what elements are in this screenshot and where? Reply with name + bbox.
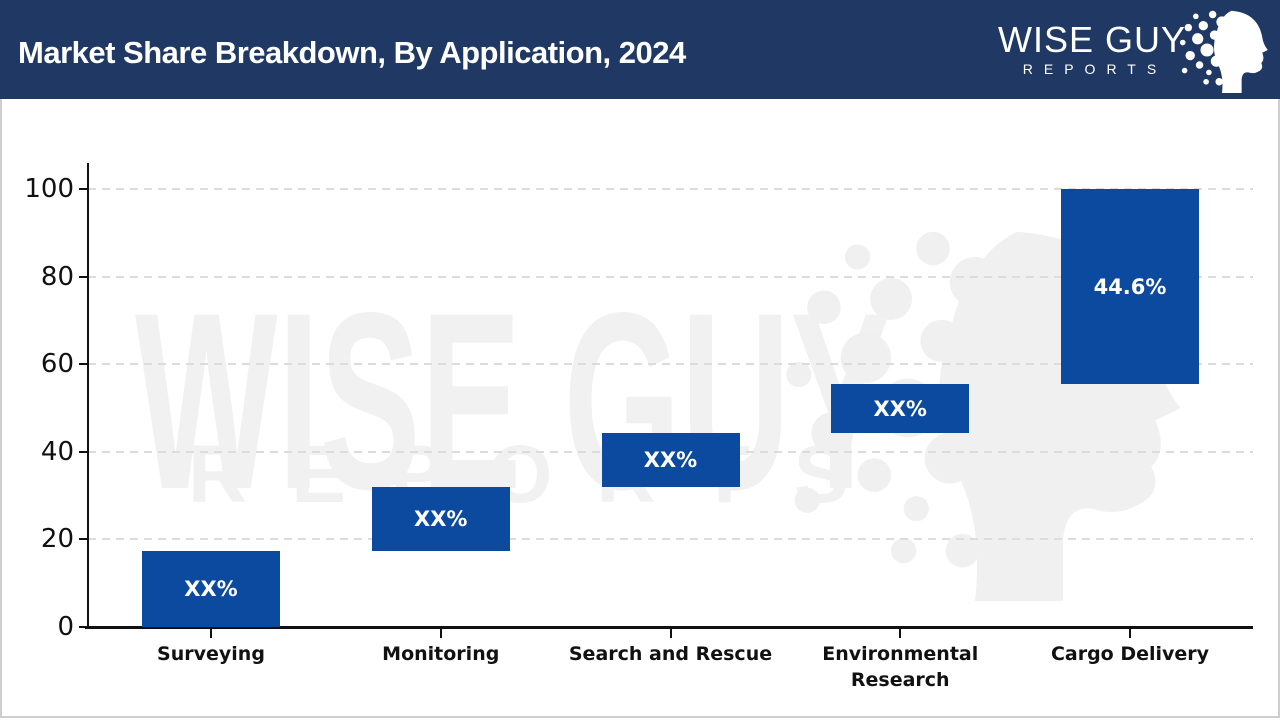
logo-reports-label: REPORTS bbox=[1022, 61, 1168, 77]
bar-value-label: 44.6% bbox=[1093, 274, 1167, 299]
y-axis-line bbox=[87, 163, 89, 629]
bar-value-label: XX% bbox=[873, 396, 927, 421]
y-tick-label-40: 40 bbox=[40, 436, 74, 467]
y-tick-80 bbox=[79, 275, 88, 278]
x-tick-2 bbox=[669, 629, 672, 638]
gridline-100 bbox=[88, 188, 1253, 190]
wise-guy-logo: WISE GUY REPORTS bbox=[998, 0, 1272, 99]
bar-surveying: XX% bbox=[142, 550, 280, 627]
category-label-2: Search and Rescue bbox=[551, 641, 791, 667]
gridline-20 bbox=[88, 538, 1253, 541]
y-tick-label-100: 100 bbox=[24, 174, 74, 204]
category-label-line: Surveying bbox=[157, 643, 265, 665]
header-bar: Market Share Breakdown, By Application, … bbox=[0, 0, 1280, 99]
x-tick-0 bbox=[210, 629, 212, 638]
bar-monitoring: XX% bbox=[371, 486, 510, 551]
category-label-4: Cargo Delivery bbox=[1010, 641, 1250, 667]
watermark-wise-guy: WISE GUY bbox=[135, 261, 892, 542]
y-tick-20 bbox=[79, 538, 88, 541]
category-label-1: Monitoring bbox=[321, 641, 561, 667]
category-label-0: Surveying bbox=[91, 641, 331, 667]
bar-search-and-rescue: XX% bbox=[601, 433, 740, 487]
wise-guy-head-icon bbox=[1179, 10, 1268, 93]
x-tick-1 bbox=[439, 629, 442, 638]
bar-cargo-delivery: 44.6% bbox=[1061, 189, 1199, 385]
logo-text: WISE GUY REPORTS bbox=[997, 19, 1186, 78]
category-label-line: Research bbox=[850, 669, 950, 691]
x-tick-4 bbox=[1129, 629, 1131, 638]
y-tick-100 bbox=[79, 188, 88, 190]
y-tick-0 bbox=[79, 626, 88, 628]
bar-value-label: XX% bbox=[184, 576, 238, 601]
y-tick-label-80: 80 bbox=[40, 261, 74, 292]
category-label-3: Environmental Research bbox=[780, 641, 1020, 693]
x-axis-line bbox=[85, 626, 1253, 629]
x-tick-3 bbox=[899, 629, 902, 638]
category-label-line: Cargo Delivery bbox=[1050, 643, 1210, 665]
bar-value-label: XX% bbox=[414, 506, 468, 531]
bar-value-label: XX% bbox=[643, 448, 698, 473]
y-tick-label-60: 60 bbox=[40, 349, 74, 380]
y-tick-60 bbox=[79, 363, 88, 366]
page-title: Market Share Breakdown, By Application, … bbox=[18, 35, 686, 70]
bar-environmental-research: XX% bbox=[831, 384, 970, 434]
y-tick-label-20: 20 bbox=[40, 524, 74, 555]
content-frame bbox=[0, 99, 1280, 718]
category-label-line: Environmental bbox=[822, 643, 979, 665]
gridline-80 bbox=[88, 275, 1253, 278]
category-label-line: Search and Rescue bbox=[568, 643, 773, 665]
gridline-60 bbox=[88, 363, 1253, 366]
category-label-line: Monitoring bbox=[382, 643, 500, 665]
logo-wise-guy-label: WISE GUY bbox=[997, 19, 1186, 60]
y-tick-40 bbox=[79, 450, 88, 453]
y-tick-label-0: 0 bbox=[57, 612, 74, 642]
